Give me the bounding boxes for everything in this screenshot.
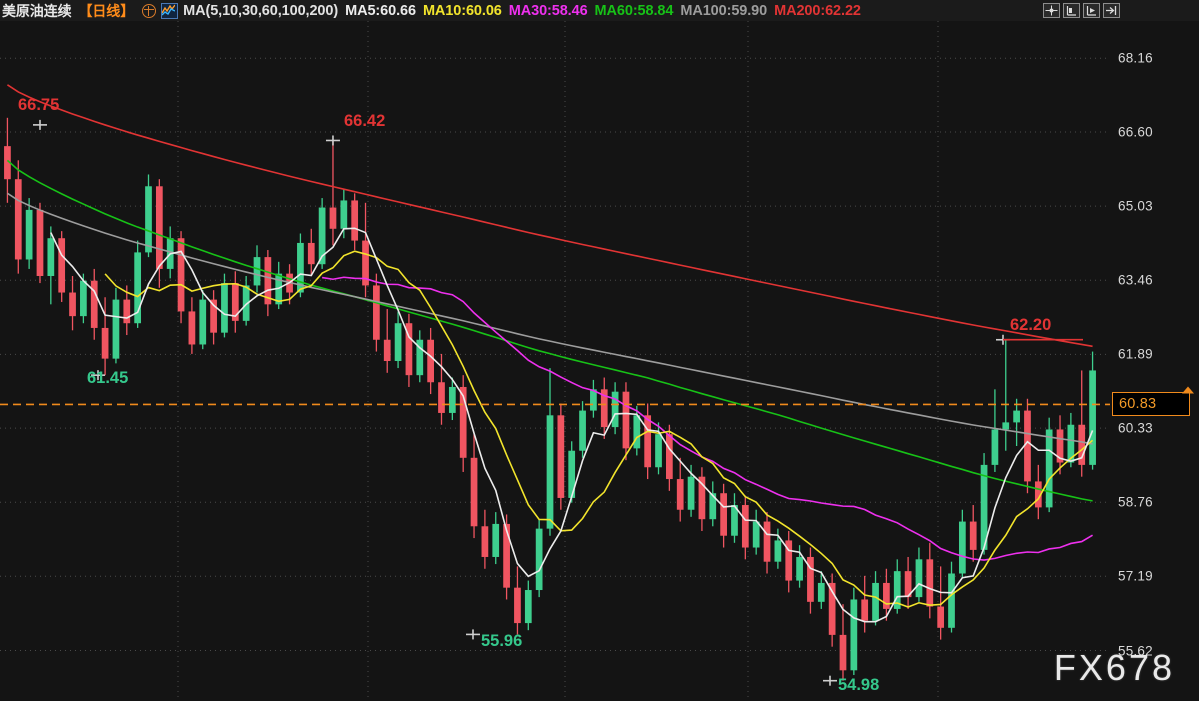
- ma5-value: MA5:60.66: [345, 2, 416, 19]
- last-price-arrow-icon: [1182, 386, 1194, 394]
- candlestick-plot[interactable]: 66.75 66.42 61.45 55.96 54.98 62.20: [0, 21, 1110, 701]
- jump-latest-tool-button[interactable]: [1103, 3, 1120, 18]
- high-annotation-62-20: 62.20: [1010, 316, 1052, 334]
- low-annotation-55-96: 55.96: [481, 632, 523, 650]
- price-axis[interactable]: 68.16 66.60 65.03 63.46 61.89 60.33 58.76 57.19…: [1110, 21, 1199, 701]
- ma200-value: MA200:62.22: [774, 2, 861, 19]
- arrow-to-edge-icon: [1106, 6, 1117, 15]
- last-price-badge[interactable]: 60.83: [1112, 392, 1190, 417]
- candles: [4, 117, 1096, 681]
- indicator-label: MA(5,10,30,60,100,200): [183, 2, 339, 19]
- price-tick: 55.62: [1118, 643, 1153, 658]
- chart-toolbar: [1043, 3, 1120, 18]
- extreme-marker: [823, 675, 837, 686]
- symbol-name: 美原油连续: [2, 2, 72, 19]
- last-price-value: 60.83: [1119, 396, 1157, 413]
- ma-line-ma5: [50, 227, 1094, 623]
- low-annotation-61-45: 61.45: [87, 369, 129, 387]
- price-tick: 61.89: [1118, 346, 1153, 362]
- ma-line-ma60: [6, 159, 1093, 502]
- price-tick: 65.03: [1118, 198, 1153, 214]
- grid-lines: [0, 21, 1110, 701]
- ma-line-ma200: [6, 84, 1093, 348]
- chart-canvas: [0, 21, 1110, 701]
- bar-left-icon: [1066, 6, 1076, 16]
- price-tick: 58.76: [1118, 494, 1153, 510]
- price-tick: 60.33: [1118, 420, 1153, 436]
- extreme-marker: [325, 135, 340, 146]
- price-tick: 63.46: [1118, 272, 1153, 288]
- high-annotation-66-42: 66.42: [344, 112, 386, 130]
- price-tick: 68.16: [1118, 50, 1153, 66]
- period-label: 【日线】: [78, 2, 135, 19]
- crosshair-tool-button[interactable]: [1043, 3, 1060, 18]
- ma-line-ma30: [321, 276, 1093, 561]
- watermark: FX678: [1053, 647, 1175, 688]
- ma30-value: MA30:58.46: [508, 2, 588, 19]
- price-tick: 57.19: [1118, 568, 1153, 584]
- ma60-value: MA60:58.84: [594, 2, 674, 19]
- extreme-marker: [466, 629, 480, 640]
- circle-plus-icon[interactable]: [142, 3, 157, 18]
- price-tick: 66.60: [1118, 124, 1153, 140]
- align-right-tool-button[interactable]: [1083, 3, 1100, 18]
- ma100-value: MA100:59.90: [680, 2, 768, 19]
- mini-chart-icon[interactable]: [161, 2, 179, 19]
- high-annotation-66-75: 66.75: [18, 96, 60, 114]
- low-annotation-54-98: 54.98: [838, 676, 880, 694]
- ma-line-ma10: [104, 250, 1094, 608]
- extreme-marker: [91, 370, 105, 381]
- align-left-tool-button[interactable]: [1063, 3, 1080, 18]
- ma10-value: MA10:60.06: [422, 2, 502, 19]
- ma-line-ma100: [6, 192, 1093, 445]
- bar-right-icon: [1086, 6, 1096, 16]
- crosshair-icon: [1045, 5, 1058, 16]
- extreme-marker: [33, 119, 47, 130]
- chart-header: 美原油连续 【日线】 MA(5,10,30,60,100,200) MA5:60…: [0, 0, 1199, 21]
